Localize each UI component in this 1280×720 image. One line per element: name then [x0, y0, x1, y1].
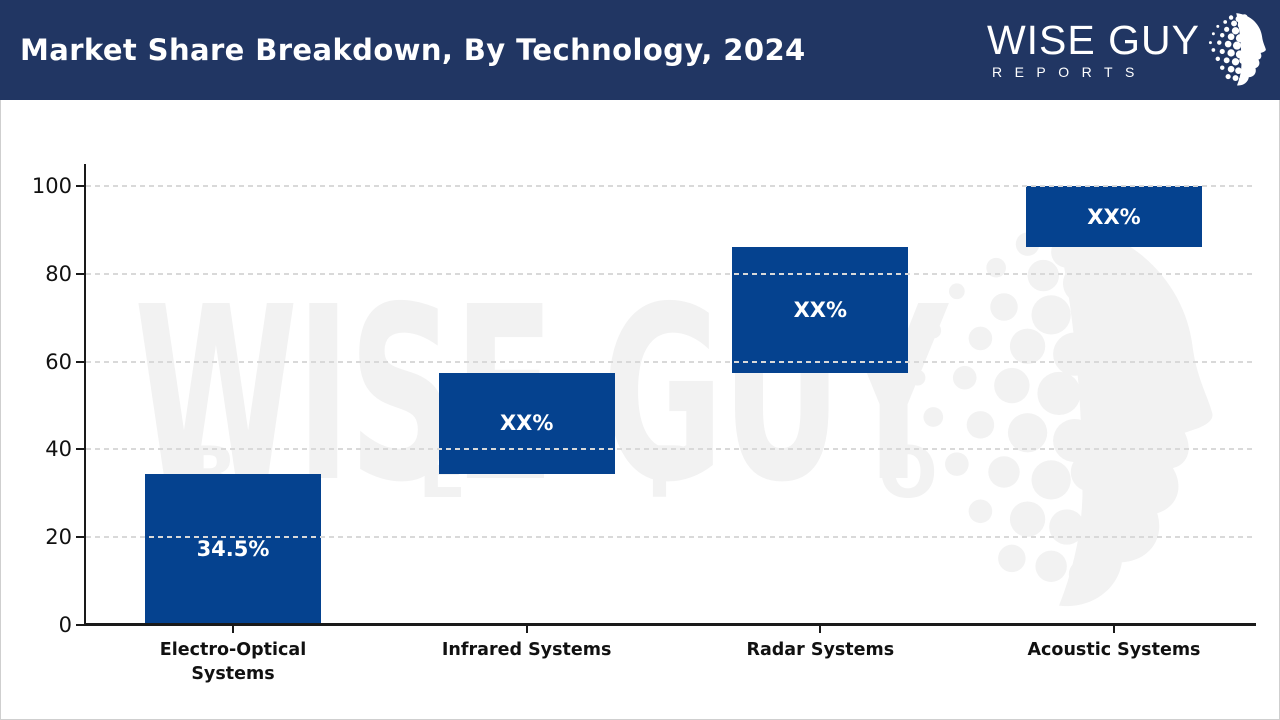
y-axis-tick-80 — [76, 272, 84, 275]
y-tick-label-0: 0 — [58, 613, 72, 637]
y-axis-tick-60 — [76, 360, 84, 363]
bar-value-label-2: XX% — [793, 298, 848, 323]
x-axis-line — [84, 623, 1256, 626]
y-tick-label-40: 40 — [45, 437, 72, 462]
x-category-label-3: Acoustic Systems — [1027, 640, 1201, 660]
gridline-100 — [86, 185, 1256, 187]
bar-value-label-0: 34.5% — [196, 537, 270, 562]
brand-logo: WISE GUY REPORTS — [987, 0, 1268, 100]
x-category-label-0: Electro-Optical Systems — [159, 640, 307, 684]
bar-segment-2 — [732, 247, 909, 373]
bar-value-label-1: XX% — [499, 411, 554, 436]
x-axis-tick-2 — [819, 625, 822, 633]
x-category-label-1: Infrared Systems — [441, 640, 612, 660]
y-axis-tick-40 — [76, 448, 84, 451]
y-tick-label-80: 80 — [45, 261, 72, 286]
y-tick-label-100: 100 — [31, 174, 72, 198]
x-axis-tick-0 — [232, 625, 234, 633]
y-axis-tick-100 — [76, 185, 84, 187]
chart-area: WISE GUY R E P O R T S 02040608010034.5%… — [0, 100, 1280, 720]
logo-wordmark: WISE GUY REPORTS — [986, 17, 1200, 81]
x-axis-tick-1 — [525, 625, 528, 633]
gridline-80 — [86, 272, 1256, 275]
gridline-60 — [86, 360, 1256, 363]
x-category-label-2: Radar Systems — [746, 640, 895, 660]
logo-wordmark-line2: REPORTS — [991, 64, 1147, 80]
header-banner: Market Share Breakdown, By Technology, 2… — [0, 0, 1280, 100]
gridline-40 — [86, 448, 1256, 451]
bar-segment-0 — [145, 473, 321, 625]
bar-value-label-3: XX% — [1087, 204, 1141, 229]
page-title: Market Share Breakdown, By Technology, 2… — [20, 33, 806, 67]
y-axis-tick-20 — [76, 536, 84, 539]
y-tick-label-60: 60 — [45, 349, 72, 374]
gridline-20 — [86, 536, 1256, 539]
x-axis-tick-3 — [1113, 625, 1115, 633]
logo-wordmark-line1: WISE GUY — [986, 17, 1200, 63]
dotted-head-profile-icon — [1206, 9, 1268, 91]
y-axis-tick-0 — [76, 624, 84, 626]
bar-segment-1 — [438, 372, 615, 474]
bar-segment-3 — [1026, 186, 1202, 248]
plot-area: 0 20 40 60 80 100 34.5% XX% XX% XX% Electro-Optica… — [32, 164, 1256, 684]
y-tick-label-20: 20 — [45, 525, 72, 550]
